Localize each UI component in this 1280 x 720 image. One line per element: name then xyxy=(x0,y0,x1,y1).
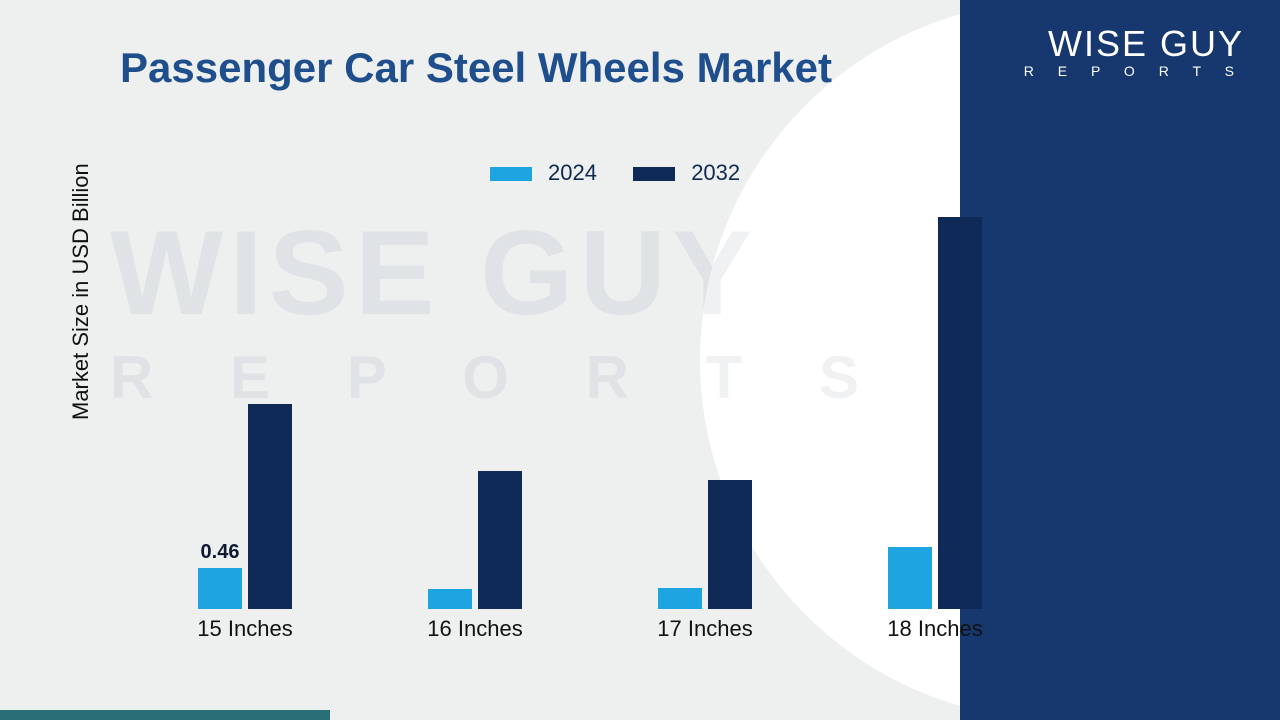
x-tick-label: 15 Inches xyxy=(197,616,292,642)
brand-subtitle: R E P O R T S xyxy=(1024,64,1244,78)
bar-2032 xyxy=(478,471,522,609)
bar-2032 xyxy=(938,217,982,609)
bar-2024 xyxy=(428,589,472,609)
bar-2024 xyxy=(198,568,242,609)
brand-name: WISE GUY xyxy=(1024,26,1244,62)
chart-canvas: WISE GUY R E P O R T S Passenger Car Ste… xyxy=(0,0,1280,720)
y-axis-label: Market Size in USD Billion xyxy=(68,163,94,420)
bars-container: 0.46 xyxy=(140,199,1060,610)
legend-swatch-2032 xyxy=(633,167,675,181)
bar-2032 xyxy=(708,480,752,609)
x-tick-label: 18 Inches xyxy=(887,616,982,642)
bar-value-label: 0.46 xyxy=(201,541,240,564)
bar-2024 xyxy=(658,588,702,609)
footer-accent xyxy=(0,710,330,720)
x-tick-label: 17 Inches xyxy=(657,616,752,642)
bar-2032 xyxy=(248,404,292,609)
chart-title: Passenger Car Steel Wheels Market xyxy=(120,44,832,92)
legend-label-2032: 2032 xyxy=(691,160,740,185)
legend: 2024 2032 xyxy=(140,160,1060,186)
x-tick-label: 16 Inches xyxy=(427,616,522,642)
bar-2024 xyxy=(888,547,932,609)
chart-area: Market Size in USD Billion 2024 2032 0.4… xyxy=(100,200,1060,640)
brand-logo: WISE GUY R E P O R T S xyxy=(1024,26,1244,78)
plot-area: 2024 2032 0.46 15 Inches16 Inches17 Inch… xyxy=(140,200,1060,640)
legend-swatch-2024 xyxy=(490,167,532,181)
legend-label-2024: 2024 xyxy=(548,160,597,185)
